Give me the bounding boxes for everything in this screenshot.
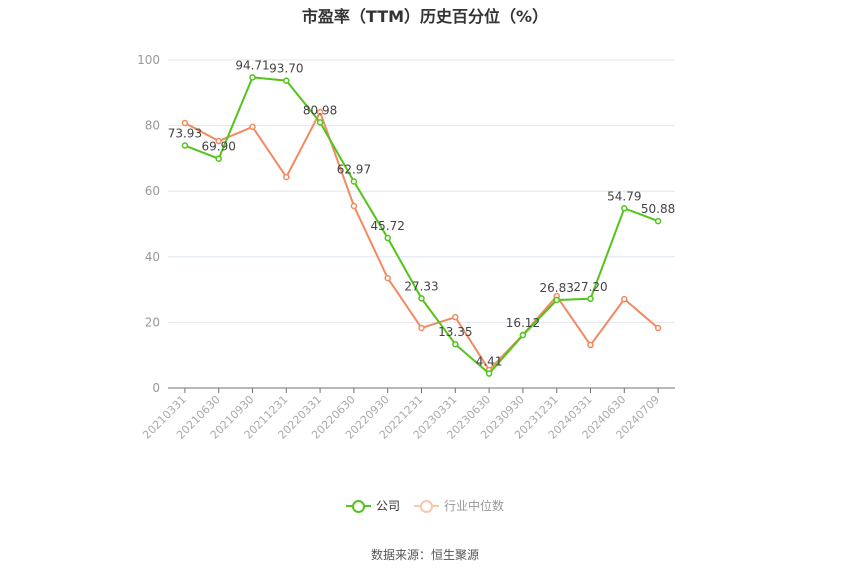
y-tick-label: 80: [145, 119, 160, 133]
data-label: 13.35: [438, 325, 472, 339]
data-point[interactable]: [316, 119, 324, 126]
data-label: 27.33: [404, 279, 438, 293]
data-point[interactable]: [181, 142, 189, 149]
data-point[interactable]: [654, 217, 662, 225]
data-label: 69.90: [202, 140, 236, 154]
data-label: 50.88: [641, 202, 675, 216]
data-point[interactable]: [587, 341, 594, 349]
series-line: [184, 111, 659, 371]
data-point[interactable]: [181, 119, 189, 127]
data-point[interactable]: [485, 370, 493, 377]
data-label: 45.72: [371, 219, 405, 233]
data-label: 16.12: [506, 316, 540, 330]
data-label: 80.98: [303, 103, 337, 117]
data-point[interactable]: [418, 324, 425, 332]
y-tick-label: 40: [145, 250, 160, 264]
data-label: 4.41: [476, 355, 503, 369]
legend-item-company[interactable]: 公司: [345, 497, 400, 514]
data-point[interactable]: [384, 274, 391, 282]
chart-title: 市盈率（TTM）历史百分位（%）: [301, 7, 549, 26]
data-point[interactable]: [621, 205, 628, 212]
data-point[interactable]: [215, 155, 222, 162]
data-point[interactable]: [519, 331, 527, 339]
legend-label: 公司: [375, 499, 400, 513]
data-point[interactable]: [316, 108, 324, 116]
data-point[interactable]: [452, 340, 459, 348]
data-point[interactable]: [452, 313, 459, 321]
data-point[interactable]: [553, 296, 560, 304]
data-point[interactable]: [283, 77, 290, 84]
data-point[interactable]: [654, 324, 662, 332]
data-point[interactable]: [621, 295, 628, 303]
data-label: 93.70: [269, 62, 303, 76]
data-point[interactable]: [249, 74, 256, 81]
data-point[interactable]: [249, 123, 256, 131]
y-axis: 0 20 40 60 80 100: [137, 53, 160, 395]
data-point[interactable]: [384, 234, 391, 242]
data-label: 73.93: [168, 127, 202, 141]
y-tick-label: 100: [137, 53, 160, 67]
legend-label: 行业中位数: [444, 499, 505, 513]
data-point[interactable]: [215, 137, 222, 145]
y-tick-label: 20: [145, 315, 160, 329]
data-point[interactable]: [587, 295, 594, 303]
data-label: 54.79: [607, 189, 641, 203]
data-point[interactable]: [350, 178, 358, 185]
legend: 公司 行业中位数: [0, 497, 850, 514]
y-tick-label: 0: [152, 381, 160, 395]
data-point[interactable]: [283, 173, 290, 181]
series-lines: [181, 74, 662, 377]
legend-item-industry-median[interactable]: 行业中位数: [414, 497, 504, 514]
data-point[interactable]: [418, 295, 425, 302]
data-label: 94.71: [235, 58, 269, 72]
line-circle-icon: [345, 499, 371, 513]
data-source: 数据来源：恒生聚源: [370, 548, 479, 562]
x-axis: 2021033120210630202109302021123120220331…: [140, 387, 675, 442]
line-circle-icon: [414, 499, 439, 513]
data-label: 62.97: [337, 162, 371, 176]
y-tick-label: 60: [145, 184, 160, 198]
grid-lines: [168, 59, 675, 323]
data-label: 27.20: [573, 280, 607, 294]
data-point[interactable]: [350, 202, 358, 210]
data-label: 26.83: [540, 281, 574, 295]
